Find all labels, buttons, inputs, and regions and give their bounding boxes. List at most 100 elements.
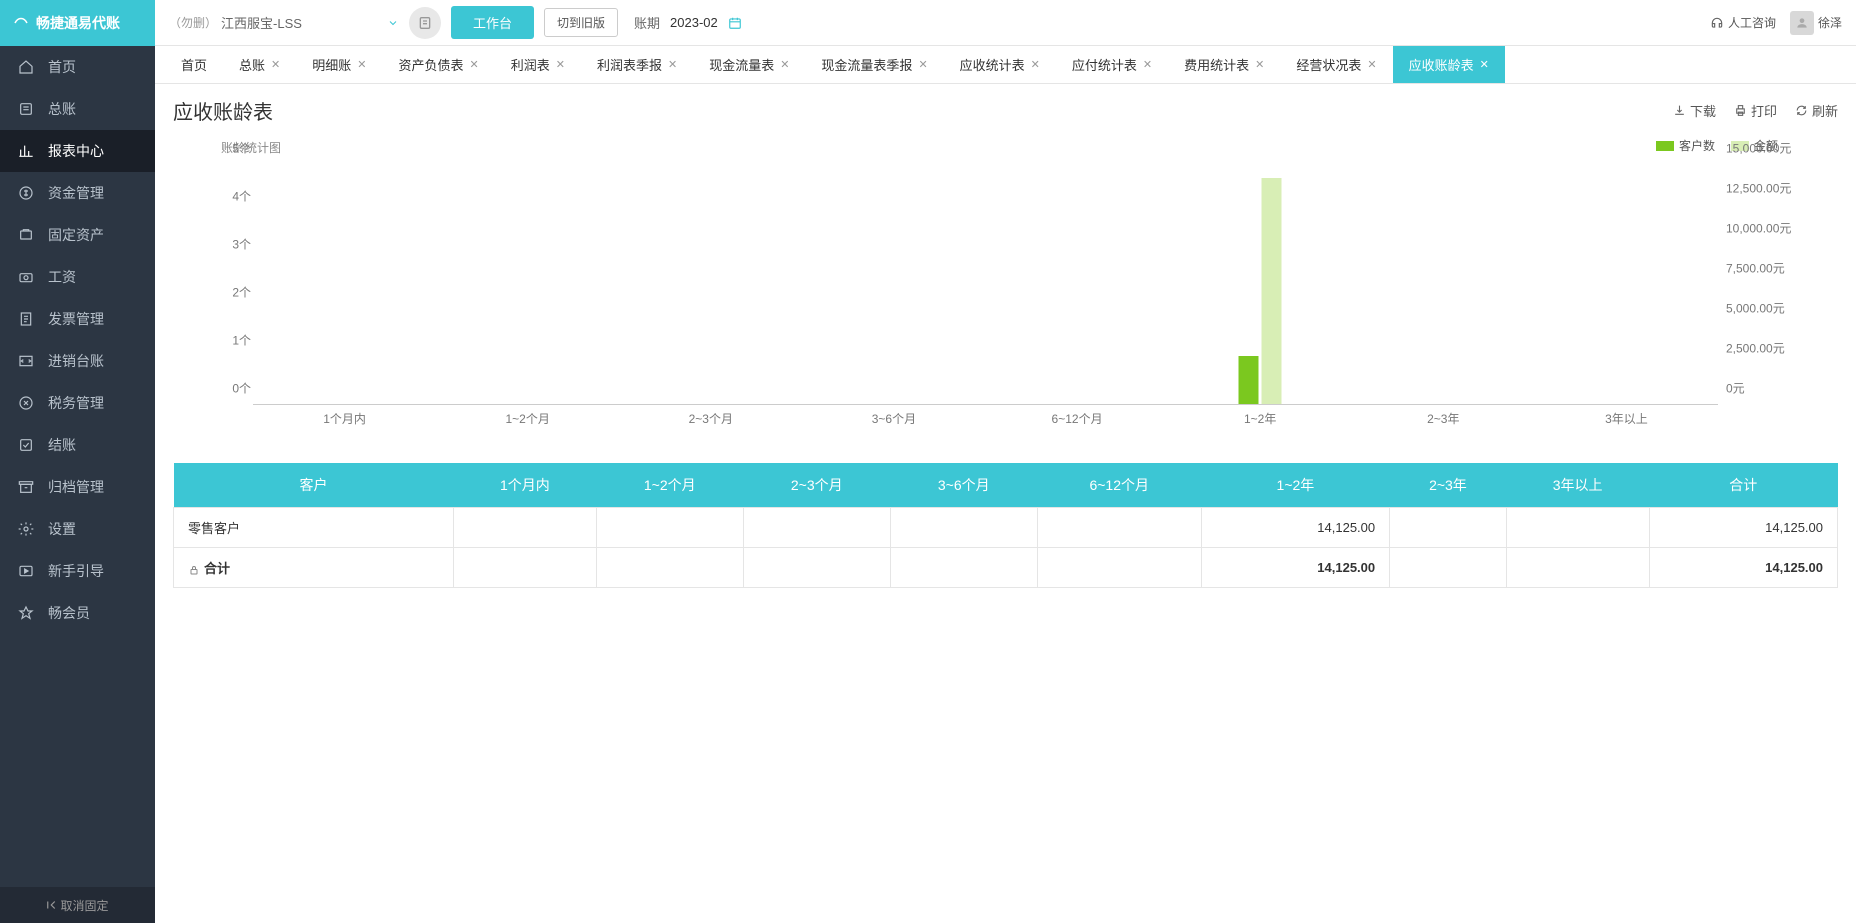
tab-3[interactable]: 资产负债表 ✕	[382, 46, 494, 83]
note-button[interactable]	[409, 7, 441, 39]
chart-icon	[18, 143, 36, 159]
workbench-button[interactable]: 工作台	[451, 6, 534, 39]
sidebar-item-label: 工资	[48, 267, 76, 287]
lock-icon	[188, 564, 200, 576]
chevron-down-icon	[387, 17, 399, 29]
x-label: 2~3年	[1352, 410, 1535, 427]
sidebar-item-2[interactable]: 报表中心	[0, 130, 155, 172]
tab-8[interactable]: 应收统计表✕	[944, 46, 1056, 83]
close-icon[interactable]: ✕	[780, 58, 789, 71]
bar-customers[interactable]	[1239, 356, 1259, 404]
close-icon[interactable]: ✕	[668, 58, 677, 71]
tab-12[interactable]: 应收账龄表 ✕	[1393, 46, 1505, 83]
close-icon[interactable]: ✕	[1143, 58, 1152, 71]
x-label: 1~2年	[1169, 410, 1352, 427]
sidebar-item-8[interactable]: 税务管理	[0, 382, 155, 424]
ledger-icon	[18, 101, 36, 117]
sidebar-item-3[interactable]: 资金管理	[0, 172, 155, 214]
close-icon[interactable]: ✕	[357, 58, 366, 71]
table-header: 客户	[174, 463, 454, 508]
invoice-icon	[18, 311, 36, 327]
tab-label: 资产负债表	[398, 55, 463, 74]
tab-0[interactable]: 首页	[165, 46, 223, 83]
org-selector[interactable]: （勿删） 江西服宝-LSS	[169, 13, 399, 32]
sidebar-item-10[interactable]: 归档管理	[0, 466, 155, 508]
x-label: 1个月内	[253, 410, 436, 427]
close-icon[interactable]: ✕	[918, 58, 927, 71]
tab-label: 明细账	[312, 55, 351, 74]
sidebar-item-13[interactable]: 畅会员	[0, 592, 155, 634]
close-icon[interactable]: ✕	[1480, 58, 1489, 71]
close-icon[interactable]: ✕	[1031, 58, 1040, 71]
tab-2[interactable]: 明细账 ✕	[296, 46, 382, 83]
sidebar-item-label: 结账	[48, 435, 76, 455]
refresh-button[interactable]: 刷新	[1795, 101, 1838, 120]
aging-chart: 账龄统计图 客户数金额 0个1个2个3个4个5个 0元2,500.00元5,00…	[173, 133, 1838, 433]
sidebar-collapse[interactable]: 取消固定	[0, 887, 155, 923]
y-right-tick: 15,000.00元	[1726, 140, 1791, 157]
tab-label: 总账	[239, 55, 265, 74]
period-label: 账期	[634, 13, 660, 32]
table-header: 1~2年	[1201, 463, 1389, 508]
x-label: 3~6个月	[802, 410, 985, 427]
sidebar-item-label: 固定资产	[48, 225, 104, 245]
table-cell	[890, 548, 1037, 588]
tab-5[interactable]: 利润表季报 ✕	[581, 46, 693, 83]
sidebar-item-label: 报表中心	[48, 141, 104, 161]
user-menu[interactable]: 徐泽	[1790, 11, 1842, 35]
close-icon[interactable]: ✕	[556, 58, 565, 71]
tab-1[interactable]: 总账 ✕	[223, 46, 296, 83]
sidebar-item-11[interactable]: 设置	[0, 508, 155, 550]
sidebar-item-label: 进销台账	[48, 351, 104, 371]
table-header: 1~2个月	[596, 463, 743, 508]
vip-icon	[18, 605, 36, 621]
sidebar-item-label: 新手引导	[48, 561, 104, 581]
support-label: 人工咨询	[1728, 14, 1776, 31]
bar-group-5	[1239, 178, 1282, 404]
tab-label: 经营状况表	[1296, 55, 1361, 74]
table-cell: 零售客户	[174, 508, 454, 548]
bar-amount[interactable]	[1262, 178, 1282, 404]
download-icon	[1673, 104, 1686, 117]
support-link[interactable]: 人工咨询	[1710, 14, 1776, 31]
switch-old-button[interactable]: 切到旧版	[544, 8, 618, 37]
sidebar-item-6[interactable]: 发票管理	[0, 298, 155, 340]
tab-label: 费用统计表	[1184, 55, 1249, 74]
table-cell	[1037, 548, 1201, 588]
print-button[interactable]: 打印	[1734, 101, 1777, 120]
tab-label: 应收账龄表	[1409, 55, 1474, 74]
x-label: 2~3个月	[619, 410, 802, 427]
sidebar-item-5[interactable]: 工资	[0, 256, 155, 298]
tab-label: 利润表季报	[597, 55, 662, 74]
tab-4[interactable]: 利润表✕	[495, 46, 581, 83]
sidebar-item-12[interactable]: 新手引导	[0, 550, 155, 592]
close-icon[interactable]: ✕	[1367, 58, 1376, 71]
sidebar-item-label: 归档管理	[48, 477, 104, 497]
period-value[interactable]: 2023-02	[670, 15, 718, 30]
user-name: 徐泽	[1818, 14, 1842, 31]
download-button[interactable]: 下载	[1673, 101, 1716, 120]
tab-6[interactable]: 现金流量表 ✕	[693, 46, 805, 83]
sidebar-item-label: 资金管理	[48, 183, 104, 203]
tab-10[interactable]: 费用统计表 ✕	[1168, 46, 1280, 83]
sidebar-item-9[interactable]: 结账	[0, 424, 155, 466]
sidebar-item-0[interactable]: 首页	[0, 46, 155, 88]
sidebar-item-label: 总账	[48, 99, 76, 119]
close-icon[interactable]: ✕	[470, 58, 479, 71]
y-left-tick: 2个	[217, 284, 251, 301]
table-header: 2~3个月	[743, 463, 890, 508]
table-row[interactable]: 零售客户14,125.0014,125.00	[174, 508, 1838, 548]
tab-11[interactable]: 经营状况表 ✕	[1280, 46, 1392, 83]
tab-9[interactable]: 应付统计表✕	[1056, 46, 1168, 83]
tab-label: 现金流量表	[709, 55, 774, 74]
calendar-icon[interactable]	[728, 16, 742, 30]
sidebar-item-4[interactable]: 固定资产	[0, 214, 155, 256]
tab-7[interactable]: 现金流量表季报✕	[805, 46, 943, 83]
sidebar-item-1[interactable]: 总账	[0, 88, 155, 130]
sidebar-item-7[interactable]: 进销台账	[0, 340, 155, 382]
close-icon[interactable]: ✕	[1255, 58, 1264, 71]
y-left-tick: 3个	[217, 236, 251, 253]
close-icon[interactable]: ✕	[271, 58, 280, 71]
legend-item-0[interactable]: 客户数	[1656, 137, 1715, 154]
org-name: 江西服宝-LSS	[221, 13, 302, 32]
